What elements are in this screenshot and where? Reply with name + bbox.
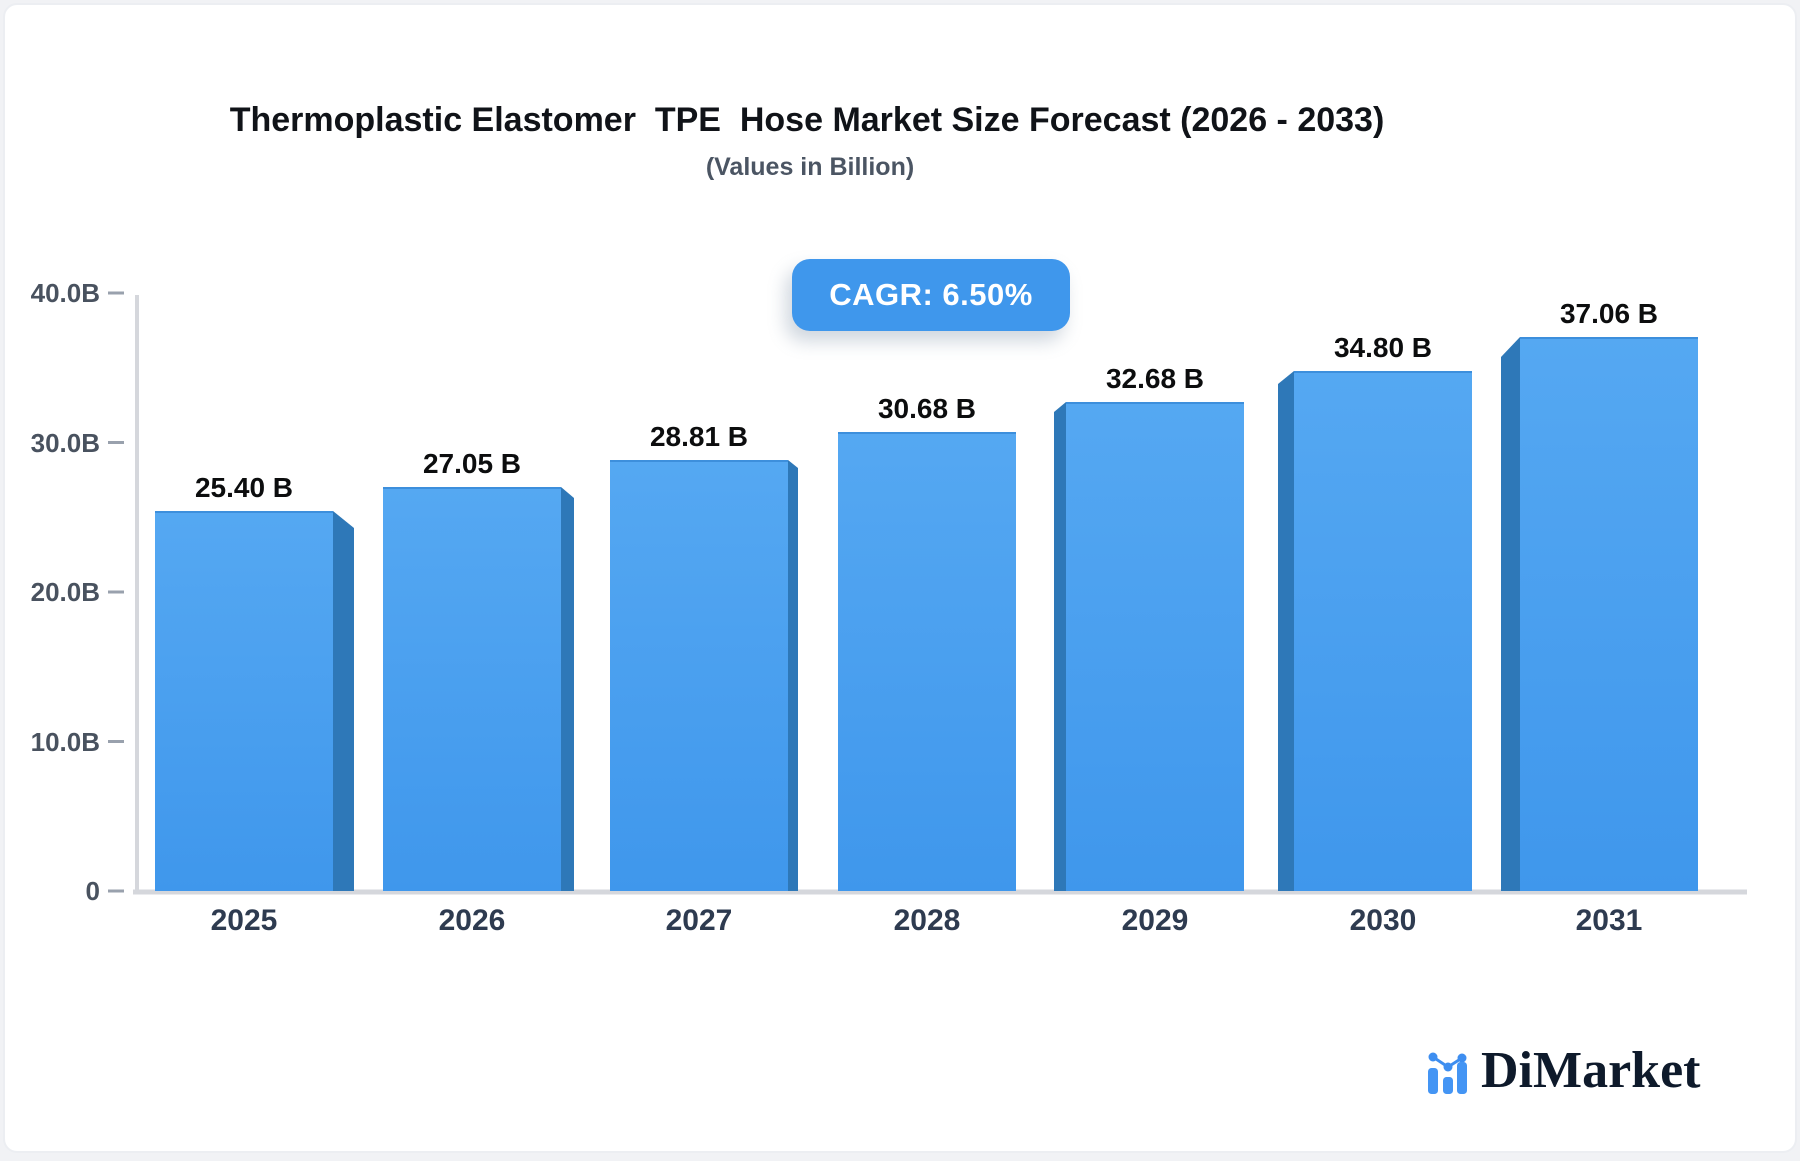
bar-value-label: 28.81 B xyxy=(649,421,749,452)
bar-2030[interactable] xyxy=(1278,371,1472,891)
x-axis-label: 2030 xyxy=(1349,904,1417,937)
bar-value-label: 27.05 B xyxy=(422,448,522,479)
bar-2028[interactable] xyxy=(838,432,1016,891)
y-axis-tick-label: 0 xyxy=(85,876,100,906)
bar-2031[interactable] xyxy=(1501,337,1698,891)
y-axis-tick-label: 30.0B xyxy=(30,427,100,458)
chart-card: Thermoplastic Elastomer TPE Hose Market … xyxy=(3,3,1797,1153)
bar-2026[interactable] xyxy=(383,487,574,891)
bar-value-label: 30.68 B xyxy=(877,393,977,424)
mini-bar-line-chart-icon xyxy=(1428,1052,1467,1094)
x-axis-label: 2027 xyxy=(665,904,733,937)
bars-group xyxy=(155,337,1698,891)
y-axis-tick-label: 20.0B xyxy=(30,577,100,607)
chart-title: Thermoplastic Elastomer TPE Hose Market … xyxy=(229,101,1385,139)
axis-lines xyxy=(108,291,1747,895)
y-axis-tick-label: 10.0B xyxy=(30,726,100,757)
bar-value-label: 34.80 B xyxy=(1333,332,1433,363)
bar-2025[interactable] xyxy=(155,511,354,891)
bar-2029[interactable] xyxy=(1054,402,1244,891)
cagr-badge: CAGR: 6.50% xyxy=(792,259,1070,331)
bar-value-label: 37.06 B xyxy=(1559,298,1659,329)
chart-subtitle: (Values in Billion) xyxy=(705,153,915,181)
x-axis-label: 2025 xyxy=(210,904,278,937)
brand-name: DiMarket xyxy=(1481,1042,1701,1099)
y-axis-tick-label: 40.0B xyxy=(30,278,100,308)
x-axis-label: 2026 xyxy=(438,904,506,937)
brand-logo: DiMarket xyxy=(1423,1045,1700,1097)
x-axis-label: 2029 xyxy=(1121,904,1189,937)
bar-value-label: 32.68 B xyxy=(1105,363,1205,394)
bar-value-label: 25.40 B xyxy=(194,472,294,503)
x-axis-label: 2031 xyxy=(1575,904,1643,937)
x-axis-label: 2028 xyxy=(893,904,961,937)
bar-2027[interactable] xyxy=(610,460,798,891)
bar-chart-plot xyxy=(108,291,1747,895)
